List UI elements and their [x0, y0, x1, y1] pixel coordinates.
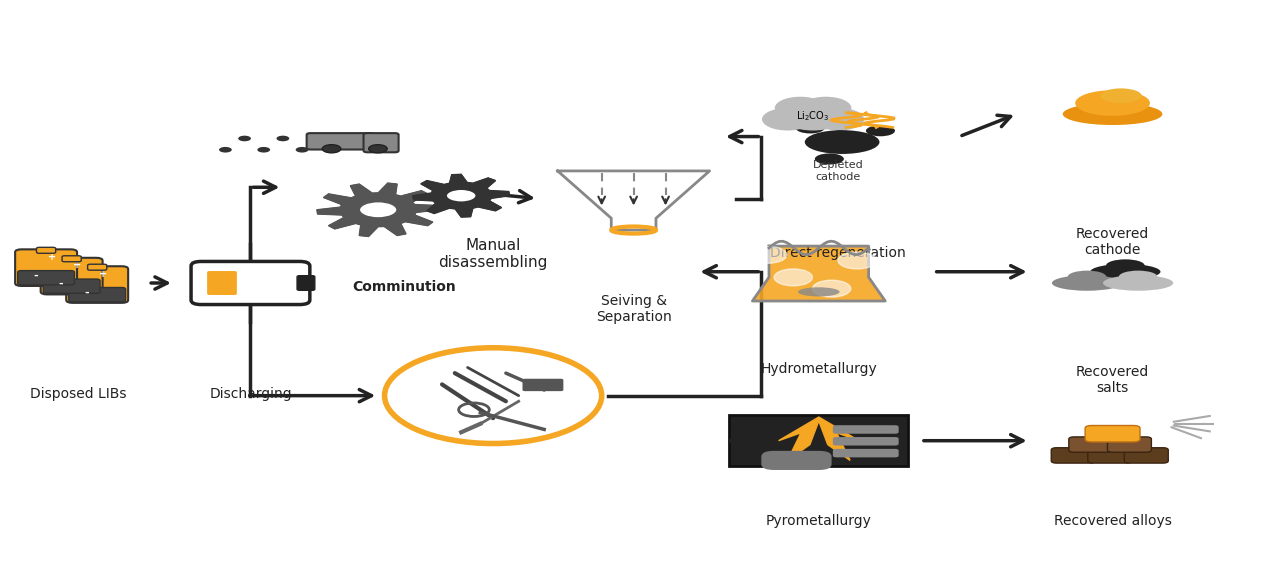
- Text: +: +: [99, 269, 106, 278]
- Text: Recovered alloys: Recovered alloys: [1053, 514, 1171, 528]
- FancyBboxPatch shape: [1088, 448, 1132, 463]
- Polygon shape: [558, 171, 709, 230]
- FancyBboxPatch shape: [18, 271, 74, 285]
- Circle shape: [384, 348, 602, 444]
- Text: -: -: [59, 279, 64, 289]
- Circle shape: [358, 201, 397, 218]
- Ellipse shape: [865, 125, 895, 136]
- Circle shape: [800, 97, 851, 119]
- Text: Seiving &
Separation: Seiving & Separation: [595, 294, 672, 324]
- Text: -: -: [84, 288, 88, 297]
- FancyBboxPatch shape: [762, 451, 832, 470]
- Text: Pyrometallurgy: Pyrometallurgy: [765, 514, 872, 528]
- FancyBboxPatch shape: [37, 247, 55, 254]
- Circle shape: [774, 269, 813, 286]
- FancyBboxPatch shape: [191, 261, 310, 305]
- FancyBboxPatch shape: [1069, 437, 1112, 452]
- Text: Disposed LIBs: Disposed LIBs: [29, 387, 127, 401]
- Ellipse shape: [1075, 90, 1149, 116]
- Text: Direct regeneration: Direct regeneration: [771, 246, 906, 260]
- Text: +: +: [73, 260, 82, 270]
- FancyBboxPatch shape: [1107, 437, 1152, 452]
- FancyBboxPatch shape: [730, 415, 909, 466]
- Text: Depleted
cathode: Depleted cathode: [813, 160, 863, 182]
- Ellipse shape: [1062, 103, 1162, 125]
- Ellipse shape: [1119, 271, 1157, 283]
- FancyBboxPatch shape: [833, 437, 899, 445]
- Ellipse shape: [805, 130, 879, 154]
- Circle shape: [445, 189, 476, 203]
- FancyBboxPatch shape: [364, 133, 398, 152]
- FancyBboxPatch shape: [833, 449, 899, 457]
- Text: Manual
disassembling: Manual disassembling: [439, 238, 548, 271]
- Ellipse shape: [815, 153, 844, 165]
- FancyBboxPatch shape: [307, 133, 374, 149]
- Circle shape: [276, 136, 289, 142]
- Ellipse shape: [1103, 275, 1174, 291]
- Polygon shape: [778, 417, 859, 460]
- Circle shape: [323, 145, 340, 153]
- Text: Li$_2$CO$_3$: Li$_2$CO$_3$: [796, 110, 829, 123]
- Circle shape: [774, 97, 826, 119]
- FancyBboxPatch shape: [15, 250, 77, 286]
- Ellipse shape: [796, 122, 824, 134]
- Ellipse shape: [1068, 271, 1106, 283]
- FancyBboxPatch shape: [522, 379, 563, 391]
- Polygon shape: [412, 174, 509, 217]
- Text: Comminution: Comminution: [352, 280, 456, 294]
- Ellipse shape: [797, 288, 840, 297]
- Text: Hydrometallurgy: Hydrometallurgy: [760, 362, 877, 376]
- FancyBboxPatch shape: [69, 288, 125, 302]
- FancyBboxPatch shape: [87, 264, 106, 270]
- Text: -: -: [33, 271, 38, 280]
- Ellipse shape: [1100, 88, 1142, 103]
- Circle shape: [296, 147, 308, 153]
- Text: +: +: [47, 252, 56, 262]
- FancyBboxPatch shape: [1085, 426, 1140, 442]
- Circle shape: [238, 136, 251, 142]
- Circle shape: [219, 147, 232, 153]
- FancyBboxPatch shape: [44, 279, 100, 293]
- FancyBboxPatch shape: [207, 271, 237, 295]
- Circle shape: [257, 147, 270, 153]
- FancyBboxPatch shape: [41, 258, 102, 294]
- Ellipse shape: [1106, 259, 1144, 272]
- FancyBboxPatch shape: [833, 425, 899, 434]
- Circle shape: [762, 108, 813, 131]
- Polygon shape: [317, 183, 439, 237]
- FancyBboxPatch shape: [67, 266, 128, 303]
- Circle shape: [749, 246, 787, 263]
- Text: Discharging: Discharging: [209, 387, 292, 401]
- Text: Recovered
cathode: Recovered cathode: [1076, 226, 1149, 257]
- FancyBboxPatch shape: [61, 256, 81, 261]
- FancyBboxPatch shape: [1051, 448, 1096, 463]
- Circle shape: [838, 252, 877, 269]
- Circle shape: [813, 280, 851, 297]
- Polygon shape: [753, 246, 886, 301]
- Circle shape: [781, 102, 845, 131]
- Ellipse shape: [1052, 275, 1123, 291]
- FancyBboxPatch shape: [297, 276, 315, 290]
- Circle shape: [813, 108, 864, 131]
- Ellipse shape: [1091, 264, 1161, 280]
- Text: Recovered
salts: Recovered salts: [1076, 365, 1149, 395]
- FancyBboxPatch shape: [1124, 448, 1169, 463]
- Circle shape: [369, 145, 387, 153]
